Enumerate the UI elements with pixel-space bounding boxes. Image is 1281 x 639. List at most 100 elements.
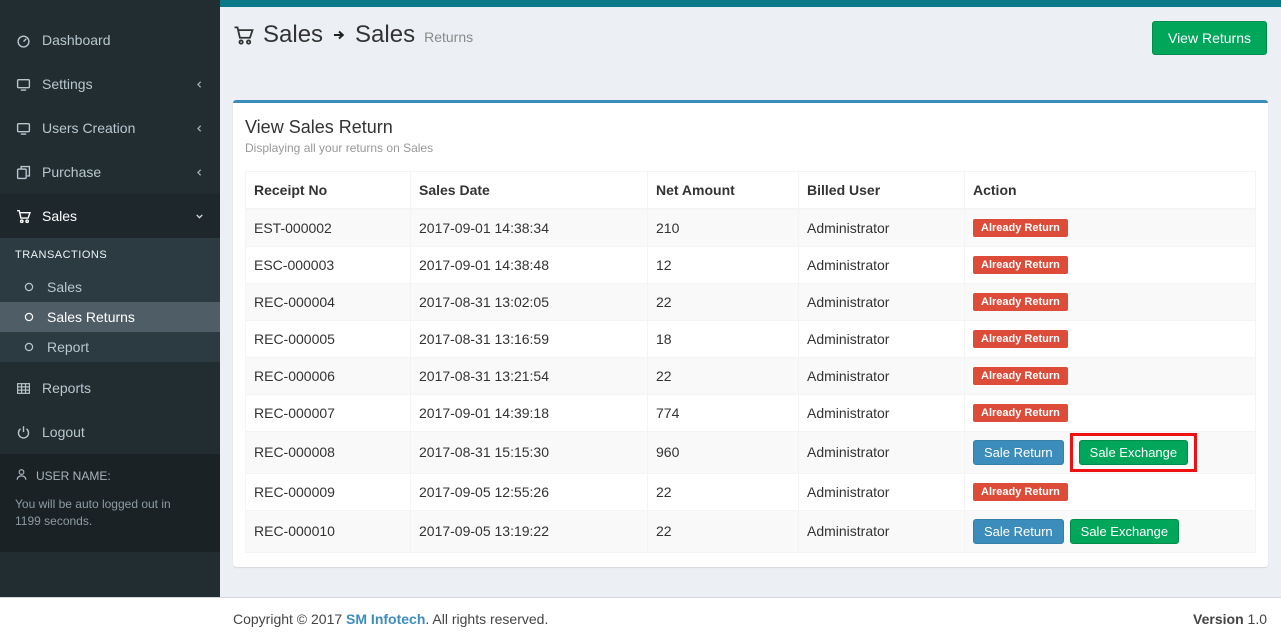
sales-date-cell: 2017-08-31 15:15:30 <box>410 430 648 474</box>
receipt-no-cell: REC-000004 <box>245 282 411 321</box>
sidebar-subitem-label: Sales Returns <box>47 309 135 325</box>
sidebar-item-label: Users Creation <box>42 120 136 136</box>
chevron-left-icon <box>194 123 205 134</box>
action-cell: Already Return <box>964 282 1256 321</box>
receipt-no-cell: EST-000002 <box>245 208 411 247</box>
table-row: REC-000010 2017-09-05 13:19:22 22 Admini… <box>245 509 1256 553</box>
company-link[interactable]: SM Infotech <box>346 610 426 627</box>
transactions-section-header: TRANSACTIONS <box>0 238 220 272</box>
breadcrumb-page-sub: Returns <box>424 29 474 45</box>
version-number: 1.0 <box>1247 610 1267 627</box>
rights-text: . All rights reserved. <box>425 610 549 627</box>
already-return-badge: Already Return <box>973 330 1068 348</box>
user-name-label: USER NAME: <box>36 469 111 483</box>
receipt-no-cell: REC-000005 <box>245 319 411 358</box>
circle-icon <box>20 281 37 293</box>
action-cell: Already Return <box>964 393 1256 432</box>
receipt-no-cell: REC-000009 <box>245 472 411 511</box>
sales-date-cell: 2017-09-01 14:38:48 <box>410 245 648 284</box>
net-amount-cell: 960 <box>647 430 799 474</box>
sales-date-cell: 2017-09-05 12:55:26 <box>410 472 648 511</box>
sales-date-cell: 2017-08-31 13:02:05 <box>410 282 648 321</box>
sidebar-item-label: Settings <box>42 76 93 92</box>
billed-user-cell: Administrator <box>798 208 965 247</box>
billed-user-cell: Administrator <box>798 356 965 395</box>
copy-icon <box>15 165 32 180</box>
sidebar-item-users-creation[interactable]: Users Creation <box>0 106 220 150</box>
action-cell: Sale Return Sale Exchange <box>964 509 1256 553</box>
sidebar-menu: Dashboard Settings Users Creation <box>0 0 220 454</box>
table-row: REC-000007 2017-09-01 14:39:18 774 Admin… <box>245 393 1256 432</box>
user-panel: USER NAME: You will be auto logged out i… <box>0 454 220 552</box>
table-header-row: Receipt No Sales Date Net Amount Billed … <box>245 171 1256 210</box>
user-icon <box>15 468 28 484</box>
breadcrumb-page: Sales <box>355 21 416 48</box>
copyright: Copyright © 2017 SM Infotech. All rights… <box>233 611 548 627</box>
breadcrumb-section: Sales <box>263 21 324 48</box>
net-amount-cell: 22 <box>647 282 799 321</box>
sidebar-item-label: Reports <box>42 380 92 396</box>
net-amount-cell: 18 <box>647 319 799 358</box>
sale-exchange-button[interactable]: Sale Exchange <box>1078 439 1189 465</box>
receipt-no-cell: REC-000010 <box>245 509 411 553</box>
table-row: REC-000008 2017-08-31 15:15:30 960 Admin… <box>245 430 1256 474</box>
sidebar-subitem-label: Sales <box>47 279 83 295</box>
monitor-icon <box>15 121 32 136</box>
table-row: REC-000005 2017-08-31 13:16:59 18 Admini… <box>245 319 1256 358</box>
circle-icon <box>20 311 37 323</box>
table-row: REC-000004 2017-08-31 13:02:05 22 Admini… <box>245 282 1256 321</box>
sidebar-subitem-report[interactable]: Report <box>0 332 220 362</box>
sale-exchange-button[interactable]: Sale Exchange <box>1069 518 1180 544</box>
top-accent-bar <box>220 0 1281 7</box>
sidebar-item-sales[interactable]: Sales <box>0 194 220 238</box>
sales-date-cell: 2017-08-31 13:16:59 <box>410 319 648 358</box>
sidebar-item-label: Logout <box>42 424 85 440</box>
sidebar: Dashboard Settings Users Creation <box>0 0 220 597</box>
breadcrumb: Sales Sales Returns <box>233 21 473 49</box>
content: View Sales Return Displaying all your re… <box>220 100 1281 597</box>
action-cell: Already Return <box>964 472 1256 511</box>
sidebar-item-purchase[interactable]: Purchase <box>0 150 220 194</box>
table-row: REC-000009 2017-09-05 12:55:26 22 Admini… <box>245 472 1256 511</box>
sidebar-item-dashboard[interactable]: Dashboard <box>0 18 220 62</box>
net-amount-cell: 12 <box>647 245 799 284</box>
receipt-no-cell: REC-000007 <box>245 393 411 432</box>
net-amount-cell: 774 <box>647 393 799 432</box>
net-amount-cell: 210 <box>647 208 799 247</box>
already-return-badge: Already Return <box>973 293 1068 311</box>
sidebar-subitem-sales-returns[interactable]: Sales Returns <box>0 302 220 332</box>
transactions-submenu: Sales Sales Returns Report <box>0 272 220 362</box>
sale-return-button[interactable]: Sale Return <box>973 439 1064 465</box>
table-icon <box>15 381 32 396</box>
receipt-no-cell: REC-000008 <box>245 430 411 474</box>
chevron-left-icon <box>194 167 205 178</box>
view-returns-button[interactable]: View Returns <box>1151 21 1267 55</box>
action-cell: Already Return <box>964 245 1256 284</box>
billed-user-cell: Administrator <box>798 472 965 511</box>
action-cell: Already Return <box>964 356 1256 395</box>
version-label: Version <box>1193 610 1244 627</box>
monitor-icon <box>15 77 32 92</box>
sale-return-button[interactable]: Sale Return <box>973 518 1064 544</box>
column-header-action: Action <box>964 171 1256 210</box>
sales-return-box: View Sales Return Displaying all your re… <box>233 100 1268 567</box>
already-return-badge: Already Return <box>973 256 1068 274</box>
billed-user-cell: Administrator <box>798 393 965 432</box>
cart-icon <box>233 25 254 46</box>
sales-returns-table: Receipt No Sales Date Net Amount Billed … <box>245 171 1256 553</box>
sales-date-cell: 2017-09-05 13:19:22 <box>410 509 648 553</box>
dashboard-icon <box>15 33 32 48</box>
auto-logout-notice: You will be auto logged out in 1199 seco… <box>15 497 171 528</box>
already-return-badge: Already Return <box>973 367 1068 385</box>
sidebar-item-reports[interactable]: Reports <box>0 366 220 410</box>
sidebar-item-logout[interactable]: Logout <box>0 410 220 454</box>
receipt-no-cell: REC-000006 <box>245 356 411 395</box>
sidebar-item-label: Sales <box>42 208 78 224</box>
receipt-no-cell: ESC-000003 <box>245 245 411 284</box>
sidebar-item-settings[interactable]: Settings <box>0 62 220 106</box>
column-header-net-amount: Net Amount <box>647 171 799 210</box>
sidebar-subitem-sales[interactable]: Sales <box>0 272 220 302</box>
already-return-badge: Already Return <box>973 483 1068 501</box>
box-subtitle: Displaying all your returns on Sales <box>245 141 434 155</box>
sidebar-item-label: Dashboard <box>42 32 111 48</box>
